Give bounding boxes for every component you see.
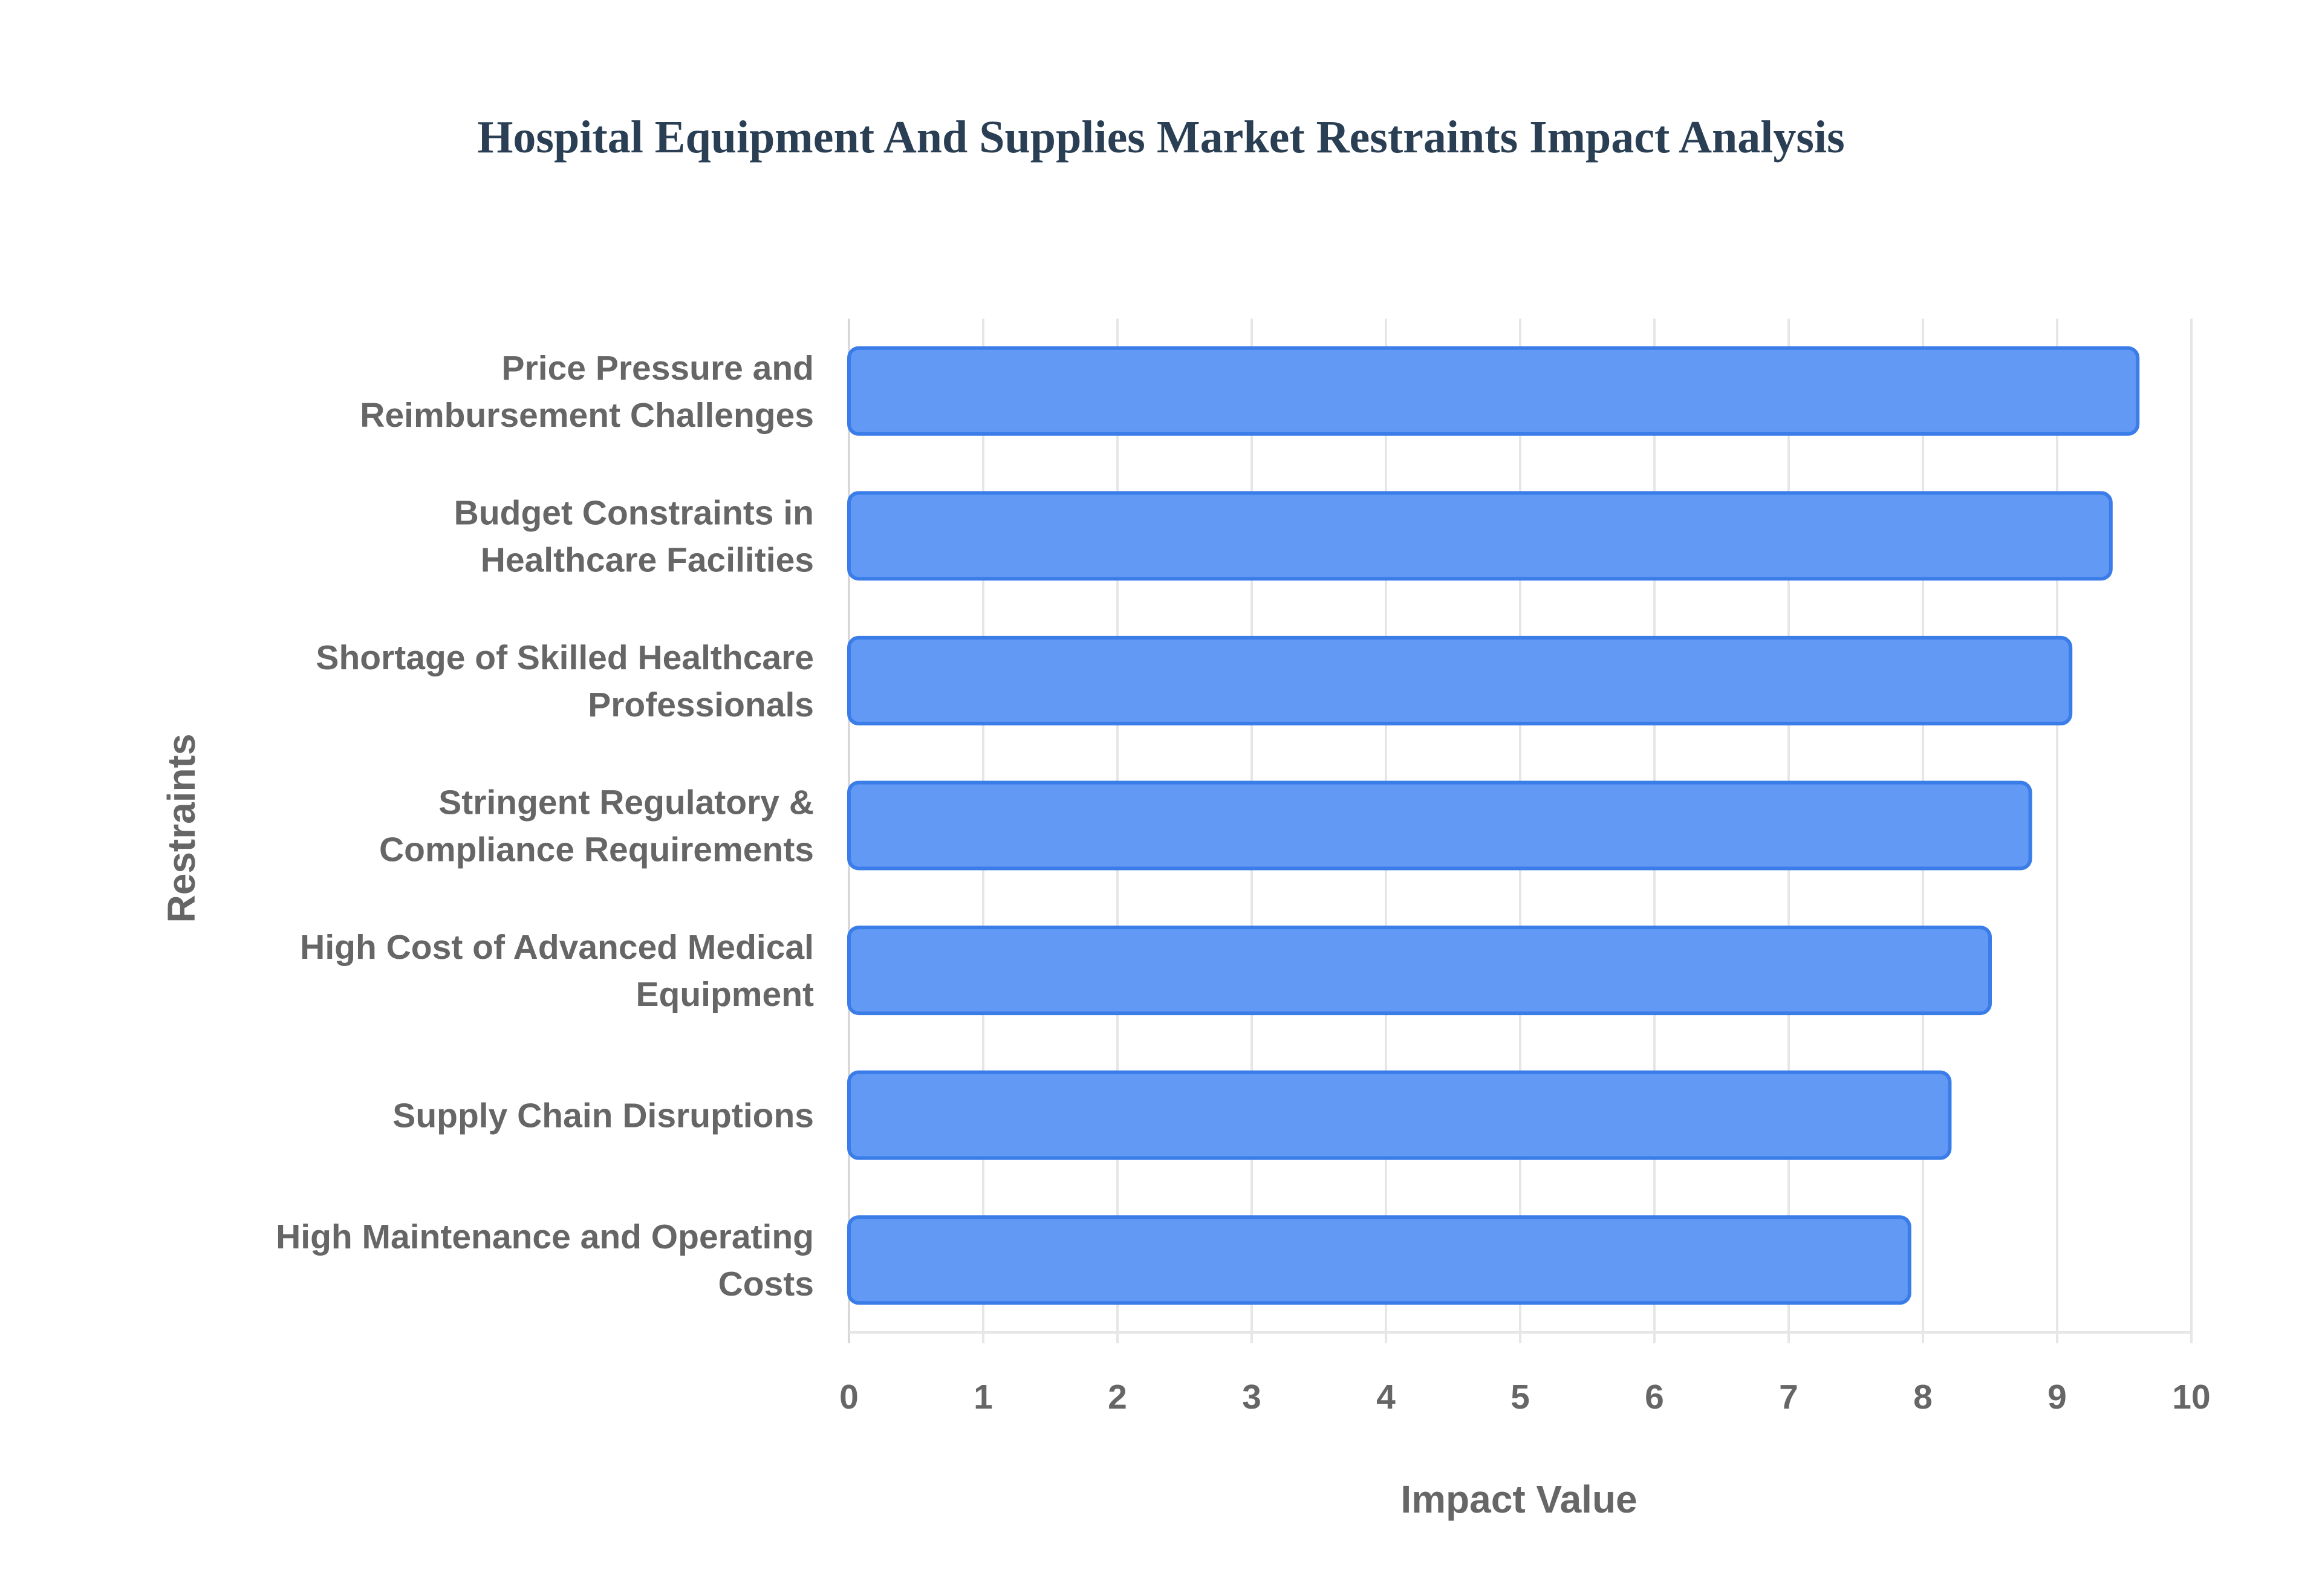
category-label-line: Shortage of Skilled Healthcare [316, 638, 814, 677]
bar [847, 346, 2140, 436]
category-label: High Cost of Advanced Medical Equipment [300, 928, 814, 1014]
x-tick-label: 1 [974, 1378, 993, 1416]
x-tick-label: 4 [1376, 1378, 1396, 1416]
x-tick-label: 2 [1108, 1378, 1127, 1416]
bar [847, 780, 2032, 871]
x-axis-title: Impact Value [1400, 1478, 1637, 1521]
category-label-line: Costs [718, 1265, 814, 1303]
category-labels: Price Pressure and Reimbursement Challeng… [276, 349, 814, 1303]
bars [847, 346, 2140, 1305]
x-tick-label: 5 [1511, 1378, 1530, 1416]
category-label-line: Stringent Regulatory & [438, 783, 814, 822]
category-label-line: Budget Constraints in [454, 493, 814, 532]
x-tick-label: 8 [1913, 1378, 1933, 1416]
x-tick-label: 0 [839, 1378, 859, 1416]
category-label-line: High Maintenance and Operating [276, 1218, 814, 1256]
category-label: Stringent Regulatory & Compliance Require… [379, 783, 814, 869]
category-label-line: Price Pressure and [502, 349, 814, 388]
chart-title: Hospital Equipment And Supplies Market R… [477, 112, 1844, 163]
bar [847, 635, 2073, 725]
x-tick-label: 9 [2047, 1378, 2067, 1416]
category-label-line: Compliance Requirements [379, 831, 814, 869]
category-label: Price Pressure and Reimbursement Challeng… [360, 349, 814, 435]
category-label: Supply Chain Disruptions [392, 1097, 814, 1135]
y-axis-title: Restraints [160, 734, 203, 923]
x-tick-label: 6 [1645, 1378, 1664, 1416]
category-label: Budget Constraints in Healthcare Faciliti… [454, 493, 814, 579]
bar [847, 1070, 1952, 1160]
category-label-line: Equipment [636, 975, 815, 1014]
x-tick-labels: 0 1 2 3 4 5 6 7 8 9 10 [839, 1378, 2211, 1416]
category-label-line: High Cost of Advanced Medical [300, 928, 814, 967]
category-label: Shortage of Skilled Healthcare Profession… [316, 638, 814, 724]
bar [847, 926, 1992, 1016]
category-label-line: Professionals [588, 686, 814, 724]
category-label: High Maintenance and Operating Costs [276, 1218, 814, 1303]
bar [847, 1215, 1911, 1305]
x-tick-label: 7 [1779, 1378, 1798, 1416]
x-tick-label: 3 [1242, 1378, 1261, 1416]
x-tick-label: 10 [2172, 1378, 2210, 1416]
category-label-line: Reimbursement Challenges [360, 396, 814, 435]
category-label-line: Healthcare Facilities [481, 540, 814, 579]
category-label-line: Supply Chain Disruptions [392, 1097, 814, 1135]
bar [847, 491, 2113, 581]
